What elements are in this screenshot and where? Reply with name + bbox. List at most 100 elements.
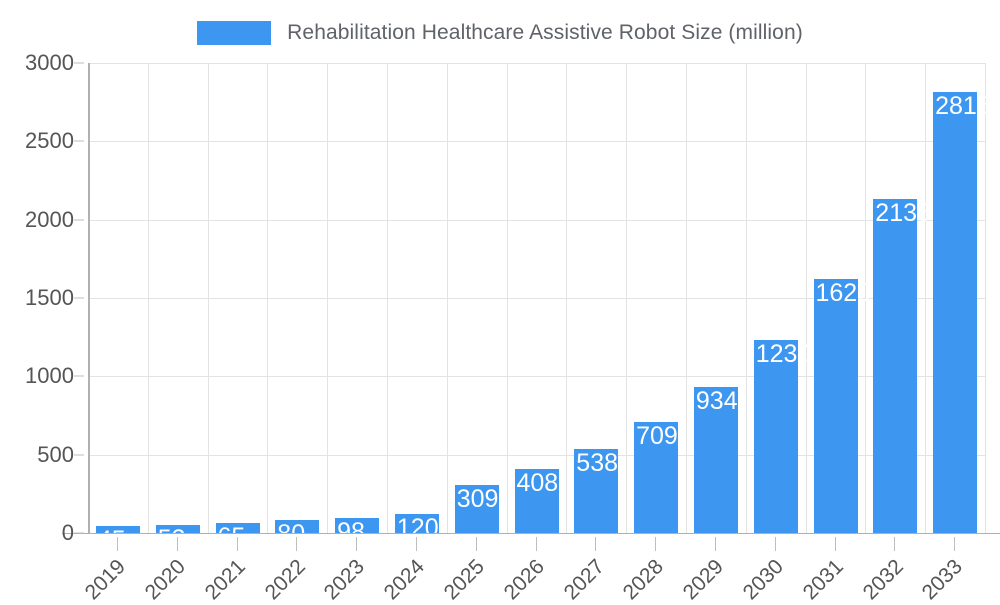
x-axis-tick-mark xyxy=(475,537,477,551)
x-axis-line xyxy=(62,533,1000,534)
gridline-vertical xyxy=(806,63,807,533)
bar-value-label: 709 xyxy=(636,421,678,450)
bar[interactable]: 65 xyxy=(215,522,260,549)
bar[interactable]: 538 xyxy=(574,448,619,533)
gridline-vertical xyxy=(387,63,388,533)
x-axis-tick-label: 2030 xyxy=(738,555,788,605)
bar[interactable]: 2815 xyxy=(933,91,991,533)
bar[interactable]: 80 xyxy=(275,520,320,547)
x-axis-tick-mark xyxy=(356,537,358,551)
x-axis-tick-label: 2022 xyxy=(260,555,310,605)
gridline-vertical xyxy=(208,63,209,533)
x-axis-tick-label: 2029 xyxy=(678,555,729,605)
gridline-vertical xyxy=(148,63,149,533)
gridline-vertical xyxy=(686,63,687,533)
chart-legend: Rehabilitation Healthcare Assistive Robo… xyxy=(0,14,1000,52)
gridline-horizontal xyxy=(88,219,985,221)
bar[interactable]: 709 xyxy=(634,421,679,533)
gridline-horizontal xyxy=(88,63,985,64)
gridline-vertical xyxy=(925,63,926,533)
bar[interactable]: 120 xyxy=(394,514,439,541)
y-axis-tick-mark xyxy=(74,62,84,64)
gridline-horizontal xyxy=(88,376,985,378)
x-axis-tick-mark xyxy=(714,537,716,551)
bar[interactable]: 1230 xyxy=(753,340,811,533)
y-axis-tick-mark xyxy=(74,140,84,142)
x-axis-tick-mark xyxy=(296,537,298,551)
bar[interactable]: 309 xyxy=(454,484,499,533)
x-axis-tick-label: 2026 xyxy=(499,555,549,605)
gridline-vertical xyxy=(507,63,508,533)
x-axis-tick-label: 2031 xyxy=(798,555,848,605)
x-axis-tick-label: 2019 xyxy=(80,555,131,605)
gridline-vertical xyxy=(865,63,866,533)
gridline-horizontal xyxy=(88,454,985,456)
x-axis-tick-mark xyxy=(176,537,178,551)
bar[interactable]: 934 xyxy=(693,386,738,533)
gridline-vertical xyxy=(626,63,627,533)
bar-value-label: 2135 xyxy=(875,198,931,227)
bar-value-label: 1620 xyxy=(815,279,872,308)
x-axis-tick-mark xyxy=(535,537,537,551)
x-axis-tick-label: 2025 xyxy=(439,555,489,605)
y-axis-tick-mark xyxy=(74,297,84,299)
x-axis-tick-mark xyxy=(116,537,118,551)
y-axis-tick-label: 3000 xyxy=(25,50,74,75)
gridline-vertical xyxy=(746,63,747,533)
x-axis-tick-mark xyxy=(415,537,417,551)
bar[interactable]: 98 xyxy=(335,517,380,544)
x-axis-tick-label: 2033 xyxy=(918,555,968,605)
y-axis-tick-mark xyxy=(74,454,84,456)
bar-value-label: 2815 xyxy=(935,91,991,120)
legend-color-swatch[interactable] xyxy=(197,21,272,45)
y-axis-tick-mark xyxy=(74,532,84,534)
bar[interactable]: 408 xyxy=(514,469,559,533)
bar-value-label: 934 xyxy=(695,386,738,415)
y-axis-tick-label: 0 xyxy=(61,520,74,545)
bar-value-label: 80 xyxy=(277,520,306,549)
x-axis-tick-label: 2028 xyxy=(619,555,669,605)
bar-value-label: 98 xyxy=(337,517,365,546)
bar-value-label: 1230 xyxy=(755,340,812,369)
legend-label[interactable]: Rehabilitation Healthcare Assistive Robo… xyxy=(287,21,803,44)
y-axis-tick-mark xyxy=(74,375,84,377)
x-axis-tick-mark xyxy=(954,537,956,551)
bar[interactable]: 53 xyxy=(155,524,200,551)
gridline-vertical xyxy=(267,63,268,533)
y-axis-tick-label: 1000 xyxy=(25,363,74,389)
gridline-vertical xyxy=(566,63,567,533)
gridline-horizontal xyxy=(88,298,985,299)
y-axis-tick-label: 500 xyxy=(37,441,74,467)
bar-value-label: 53 xyxy=(157,524,186,553)
x-axis-tick-label: 2024 xyxy=(379,555,430,605)
bar[interactable]: 2135 xyxy=(873,198,931,533)
bar[interactable]: 1620 xyxy=(813,279,871,533)
x-axis-tick-mark xyxy=(595,537,597,551)
y-axis-tick-label: 2000 xyxy=(25,206,74,232)
bar-value-label: 538 xyxy=(576,448,619,477)
x-axis-tick-label: 2020 xyxy=(140,555,190,605)
gridline-vertical xyxy=(985,63,986,533)
x-axis-tick-label: 2027 xyxy=(559,555,609,605)
y-axis-line xyxy=(88,63,90,534)
y-axis-tick-label: 1500 xyxy=(25,285,74,310)
y-axis-tick-mark xyxy=(74,219,84,221)
x-axis-tick-mark xyxy=(236,537,238,551)
x-axis-tick-mark xyxy=(774,537,776,551)
gridline-horizontal xyxy=(88,141,985,143)
x-axis-tick-label: 2023 xyxy=(320,555,370,605)
gridline-vertical xyxy=(447,63,448,533)
bar-value-label: 120 xyxy=(396,514,439,543)
y-axis-tick-label: 2500 xyxy=(25,128,74,154)
bar[interactable]: 45 xyxy=(95,525,140,552)
plot-area: 45 53 65 80 98 120 309 408 538 709 934 1230 1620 2135… xyxy=(88,63,991,552)
x-axis-tick-mark xyxy=(894,537,896,551)
x-axis-tick-mark xyxy=(655,537,657,551)
x-axis-tick-label: 2021 xyxy=(200,555,250,605)
gridline-vertical xyxy=(327,63,328,533)
bar-value-label: 65 xyxy=(217,522,246,551)
x-axis-tick-label: 2032 xyxy=(858,555,908,605)
bar-value-label: 408 xyxy=(516,469,559,498)
x-axis-tick-mark xyxy=(834,537,836,551)
